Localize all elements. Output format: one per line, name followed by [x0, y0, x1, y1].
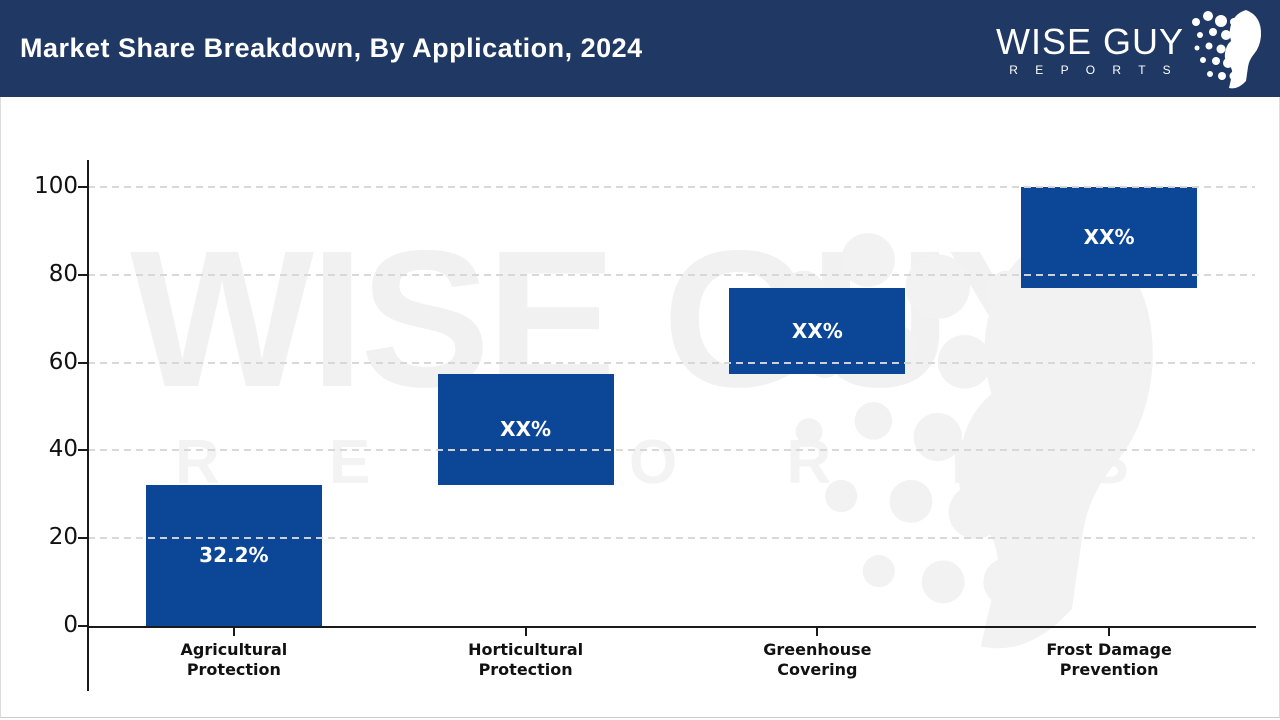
bar: 32.2%: [145, 484, 322, 626]
y-axis-tick: [78, 273, 88, 276]
gridline: [88, 361, 1255, 364]
bar-value-label: XX%: [1083, 225, 1135, 250]
x-axis-label: Horticultural Protection: [376, 640, 676, 680]
y-axis-tick: [78, 361, 88, 364]
gridline: [88, 449, 1255, 452]
y-axis-tick: [78, 186, 88, 188]
y-tick-label: 60: [48, 348, 78, 375]
logo-text: WISE GUY R E P O R T S: [995, 20, 1184, 77]
y-tick-label: 0: [63, 612, 78, 638]
x-axis-label-line: Horticultural: [468, 640, 584, 659]
header: Market Share Breakdown, By Application, …: [0, 0, 1280, 97]
wiseguy-logo: WISE GUY R E P O R T S: [996, 8, 1266, 90]
x-axis-tick: [232, 628, 235, 636]
bar-value-label: XX%: [791, 318, 843, 343]
logo-name: WISE GUY: [995, 20, 1184, 62]
y-tick-label: 80: [48, 260, 78, 287]
x-axis-label-line: Protection: [478, 660, 573, 679]
bar-value-label: 32.2%: [199, 543, 269, 568]
x-axis-label: Greenhouse Covering: [667, 640, 967, 680]
gridline: [88, 537, 1255, 540]
gridline: [88, 273, 1255, 276]
x-axis-label-line: Agricultural: [180, 640, 288, 659]
x-axis-label-line: Frost Damage: [1046, 640, 1172, 659]
y-axis-line: [87, 160, 89, 691]
x-axis-label-line: Protection: [186, 660, 281, 679]
y-axis-tick: [78, 625, 88, 627]
x-axis-tick: [524, 628, 527, 636]
y-axis-tick: [78, 537, 88, 540]
chart-area: WISE GUY R E P O R T S 0 20 40 60 80 100 32.2…: [0, 97, 1280, 720]
x-axis-label: Frost Damage Prevention: [959, 640, 1259, 680]
x-axis-label-line: Covering: [777, 660, 858, 679]
page-title: Market Share Breakdown, By Application, …: [20, 33, 643, 63]
logo-reports-label: R E P O R T S: [1009, 62, 1178, 77]
x-axis-label: Agricultural Protection: [84, 640, 384, 680]
gridline: [88, 186, 1255, 188]
logo-face-icon: [1192, 10, 1262, 89]
bar: XX%: [1021, 187, 1198, 288]
y-tick-label: 20: [48, 524, 78, 551]
x-axis-label-line: Prevention: [1059, 660, 1159, 679]
y-tick-label: 40: [48, 436, 78, 463]
x-axis-line: [87, 626, 1256, 628]
y-axis-tick: [78, 449, 88, 452]
x-axis-label-line: Greenhouse: [763, 640, 872, 659]
y-tick-label: 100: [34, 173, 78, 199]
x-axis-tick: [1108, 628, 1111, 636]
bar: XX%: [729, 287, 906, 374]
x-axis-tick: [816, 628, 819, 636]
bar: XX%: [437, 373, 614, 485]
bar-value-label: XX%: [500, 417, 552, 442]
